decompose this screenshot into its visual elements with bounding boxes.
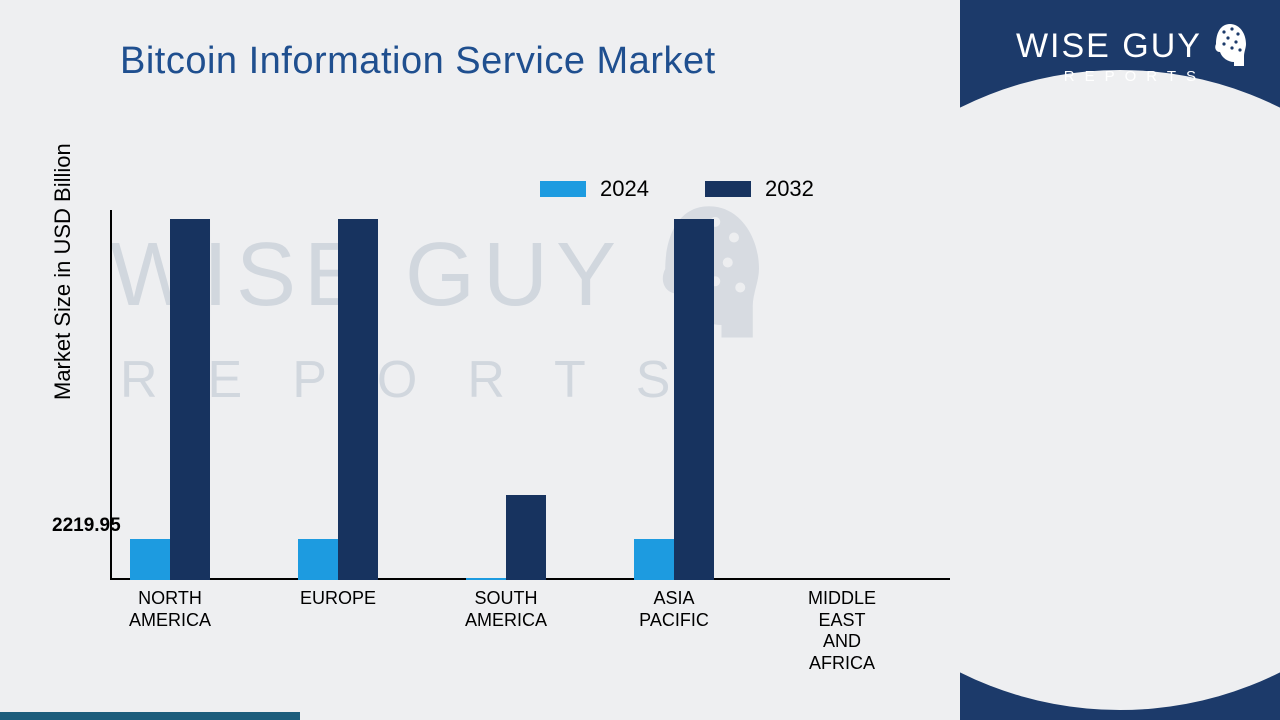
brand-line1: WISE GUY (1016, 27, 1202, 66)
bar (506, 495, 546, 580)
x-category-label: ASIAPACIFIC (604, 588, 744, 631)
legend-swatch (705, 181, 751, 197)
legend-label: 2024 (600, 176, 649, 202)
brand-head-icon (1210, 22, 1250, 70)
legend-item-2032: 2032 (705, 176, 814, 202)
x-category-label: SOUTHAMERICA (436, 588, 576, 631)
bar (466, 578, 506, 580)
brand-logo: WISE GUY REPORTS (1016, 22, 1250, 85)
bar (338, 219, 378, 580)
bar (298, 539, 338, 580)
y-axis-label: Market Size in USD Billion (50, 143, 76, 400)
bar (170, 219, 210, 580)
brand-line2: REPORTS (1016, 68, 1250, 85)
legend-item-2024: 2024 (540, 176, 649, 202)
x-category-label: NORTHAMERICA (100, 588, 240, 631)
chart-title: Bitcoin Information Service Market (120, 40, 716, 83)
bar (634, 539, 674, 580)
x-category-label: EUROPE (268, 588, 408, 610)
legend-label: 2032 (765, 176, 814, 202)
x-category-label: MIDDLEEASTANDAFRICA (772, 588, 912, 674)
legend: 2024 2032 (540, 176, 814, 202)
bottom-accent-strip (0, 712, 300, 720)
bar (674, 219, 714, 580)
chart-canvas: WISE GUY REPORTS Bitcoin Information Ser… (0, 0, 1280, 720)
value-label: 2219.95 (52, 515, 121, 537)
bar (130, 539, 170, 580)
plot-area: 2219.95 (110, 210, 950, 580)
legend-swatch (540, 181, 586, 197)
